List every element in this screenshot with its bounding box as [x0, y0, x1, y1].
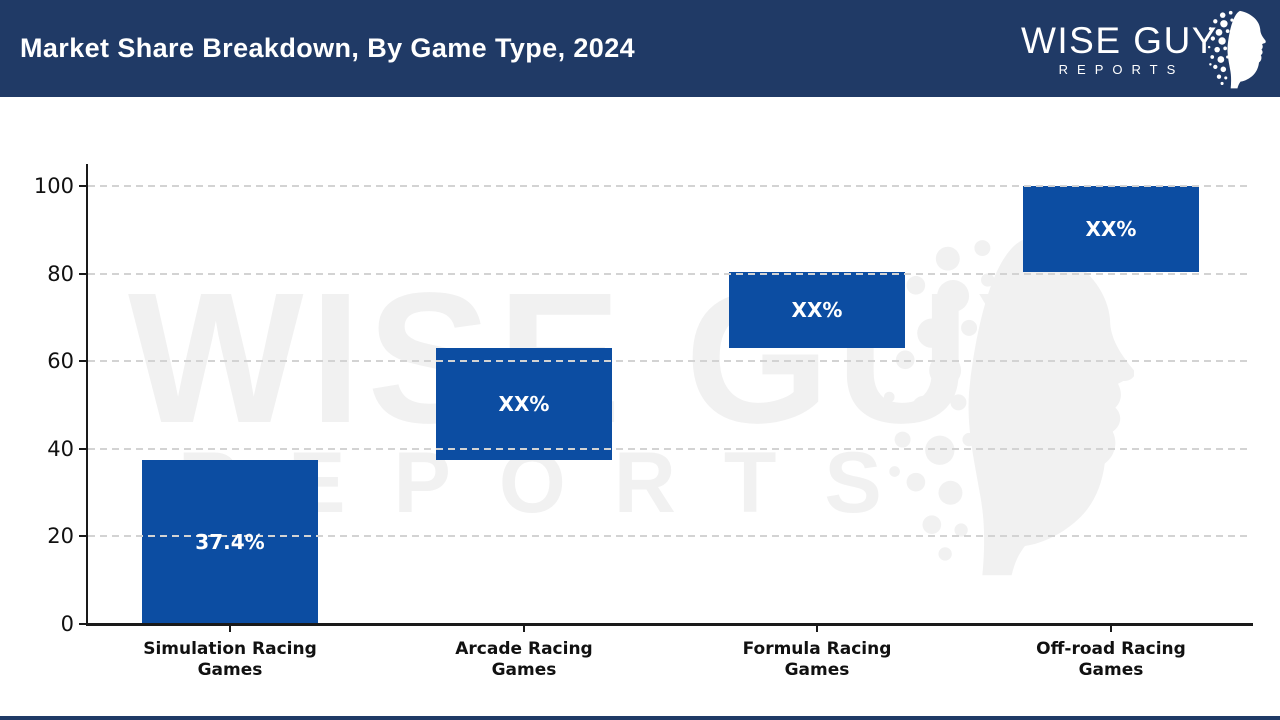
footer-bar [0, 716, 1280, 720]
bar-segment [436, 347, 612, 460]
y-tick-label-0: 0 [60, 611, 74, 636]
watermark-face-icon [868, 232, 1134, 578]
y-tick-60 [79, 360, 88, 362]
brand-logo: WISE GUY REPORTS [1021, 9, 1266, 89]
x-category-label-line: Games [1078, 660, 1144, 680]
x-tick [816, 625, 818, 632]
gridline-80 [88, 272, 1250, 275]
watermark-brand-text: WISE GUY [128, 255, 1107, 462]
x-category-label-line: Games [784, 660, 850, 680]
y-tick-label-80: 80 [47, 261, 74, 286]
x-category-label-line: Off-road Racing [1036, 639, 1186, 659]
x-category-label-line: Simulation Racing [143, 639, 317, 659]
header: Market Share Breakdown, By Game Type, 20… [0, 0, 1280, 97]
x-tick [1110, 625, 1112, 632]
y-tick-40 [79, 447, 88, 450]
y-tick-label-60: 60 [47, 349, 74, 373]
x-category-label-line: Games [491, 660, 557, 680]
gridline-60 [88, 360, 1250, 362]
x-tick [229, 625, 231, 632]
x-category-label: Simulation Racing Games [100, 639, 360, 681]
bar-value-label: XX% [791, 297, 843, 322]
y-tick-20 [79, 535, 88, 537]
x-category-label: Arcade Racing Games [394, 639, 654, 681]
bar-value-label: XX% [498, 391, 550, 416]
x-category-label-line: Arcade Racing [455, 639, 593, 659]
y-tick-80 [79, 272, 88, 275]
wiseguy-face-icon [1204, 9, 1266, 89]
y-tick-label-40: 40 [47, 436, 74, 461]
x-category-label-line: Formula Racing [742, 639, 892, 659]
bar-value-label: 37.4% [195, 529, 265, 554]
brand-logo-text: WISE GUY REPORTS [1021, 22, 1218, 76]
gridline-40 [88, 447, 1250, 450]
brand-subtitle: REPORTS [1058, 61, 1185, 77]
y-axis-line [86, 164, 88, 625]
brand-name: WISE GUY [1020, 19, 1218, 61]
x-axis-line [86, 623, 1253, 626]
gridline-20 [88, 535, 1250, 537]
y-tick-label-100: 100 [33, 174, 74, 198]
x-category-label-line: Games [197, 660, 263, 680]
gridline-100 [88, 185, 1250, 187]
x-category-label: Off-road Racing Games [981, 639, 1241, 681]
y-tick-0 [79, 622, 88, 625]
y-tick-label-20: 20 [47, 524, 74, 548]
x-tick [523, 625, 525, 632]
x-category-label: Formula Racing Games [687, 639, 947, 681]
bar-value-label: XX% [1085, 216, 1137, 241]
bar-segment [142, 459, 318, 624]
page-title: Market Share Breakdown, By Game Type, 20… [20, 33, 636, 63]
bar-segment [729, 271, 905, 348]
y-tick-100 [79, 185, 88, 187]
